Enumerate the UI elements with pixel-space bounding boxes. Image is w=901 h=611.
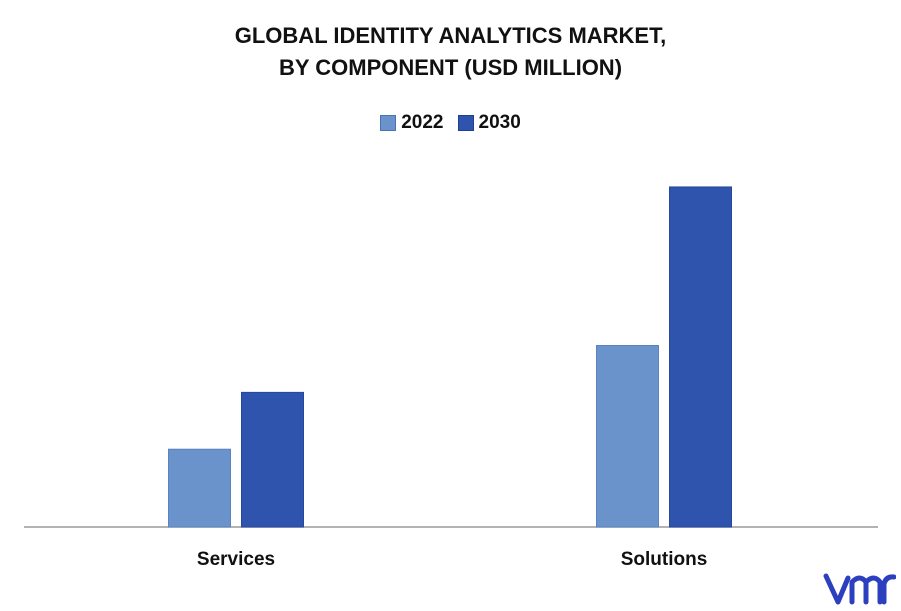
category-label-solutions: Solutions — [621, 549, 708, 570]
legend-swatch-2022 — [380, 115, 397, 131]
bar-services-2022 — [168, 448, 231, 528]
legend-item-2030: 2030 — [457, 112, 521, 134]
chart-legend: 2022 2030 — [0, 112, 901, 134]
bars-group — [168, 186, 732, 528]
legend-item-2022: 2022 — [380, 112, 444, 134]
bar-solutions-2030 — [669, 186, 732, 528]
legend-label-2030: 2030 — [478, 112, 521, 133]
chart-title-line-2: BY COMPONENT (USD MILLION) — [278, 55, 623, 80]
legend-swatch-2030 — [457, 115, 474, 131]
legend-label-2022: 2022 — [401, 112, 444, 133]
category-labels-group: Services Solutions — [197, 549, 707, 570]
vmr-logo-icon — [823, 573, 896, 605]
bar-solutions-2022 — [596, 345, 659, 528]
bar-services-2030 — [241, 391, 304, 528]
chart-title-line-1: GLOBAL IDENTITY ANALYTICS MARKET, — [234, 23, 667, 48]
chart-title: GLOBAL IDENTITY ANALYTICS MARKET, BY COM… — [0, 20, 901, 84]
category-label-services: Services — [197, 549, 275, 570]
